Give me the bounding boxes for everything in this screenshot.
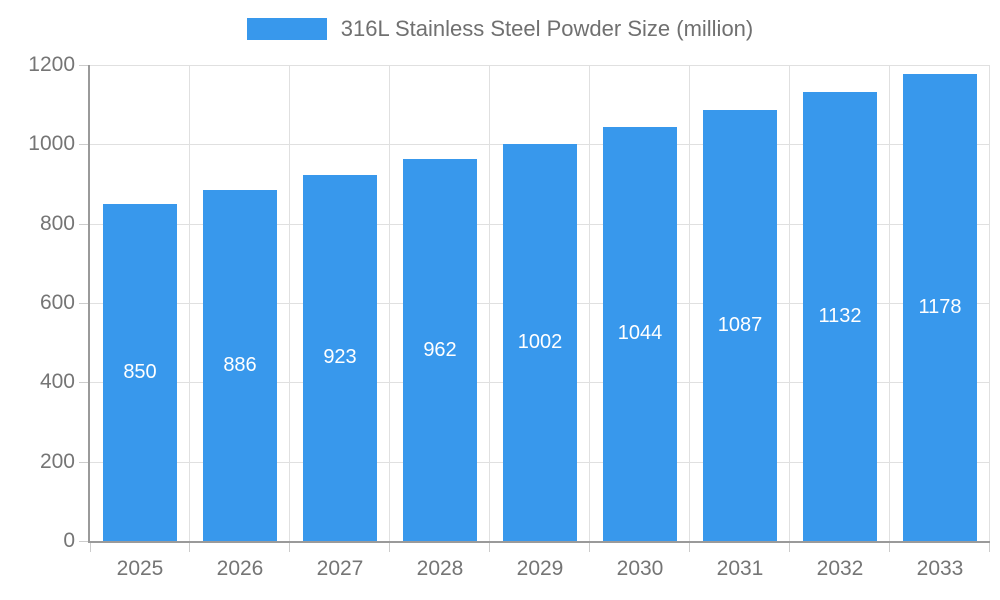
x-gridline <box>589 65 590 541</box>
y-axis-tick-label: 1000 <box>28 132 75 156</box>
bar-value-label: 923 <box>323 346 357 369</box>
x-tick-mark <box>389 543 390 552</box>
x-axis-tick-label: 2031 <box>716 557 764 580</box>
bar[interactable]: 923 <box>303 174 377 541</box>
x-tick-mark <box>189 543 190 552</box>
bar[interactable]: 1002 <box>503 143 577 541</box>
x-gridline <box>789 65 790 541</box>
x-tick-mark <box>90 543 91 552</box>
y-axis-tick-label: 0 <box>63 529 75 552</box>
legend-swatch <box>246 18 327 40</box>
legend[interactable]: 316L Stainless Steel Powder Size (millio… <box>0 16 1000 42</box>
x-tick-mark <box>889 543 890 552</box>
bar[interactable]: 1178 <box>903 73 977 541</box>
bar-value-label: 962 <box>423 338 457 361</box>
y-tick-mark <box>79 461 88 463</box>
bar-value-label: 850 <box>123 360 157 383</box>
x-gridline <box>489 65 490 541</box>
x-axis-tick-label: 2027 <box>316 557 364 580</box>
bar-value-label: 1087 <box>717 313 763 336</box>
x-tick-mark <box>489 543 490 552</box>
x-gridline <box>389 65 390 541</box>
x-gridline <box>989 65 990 541</box>
bar[interactable]: 850 <box>103 203 177 541</box>
bar[interactable]: 1044 <box>603 126 677 541</box>
bar[interactable]: 886 <box>203 189 277 541</box>
x-axis-tick-label: 2025 <box>116 557 164 580</box>
y-tick-mark <box>79 144 88 146</box>
x-gridline <box>289 65 290 541</box>
bar-value-label: 1044 <box>617 322 663 345</box>
y-axis-tick-label: 400 <box>39 370 75 394</box>
y-axis-tick-label: 200 <box>39 449 75 473</box>
bar-value-label: 1002 <box>517 330 563 353</box>
y-gridline <box>90 65 990 66</box>
x-axis-tick-label: 2032 <box>816 557 864 580</box>
y-axis-tick-label: 600 <box>39 291 75 314</box>
bar[interactable]: 962 <box>403 159 477 541</box>
x-axis-tick-label: 2028 <box>416 557 464 580</box>
bar-value-label: 1132 <box>818 304 862 327</box>
y-tick-mark <box>79 65 88 66</box>
bar-value-label: 886 <box>223 353 257 376</box>
x-gridline <box>689 65 690 541</box>
x-tick-mark <box>689 543 690 552</box>
bar-value-label: 1178 <box>918 295 962 318</box>
y-tick-mark <box>79 541 88 542</box>
x-gridline <box>889 65 890 541</box>
y-tick-mark <box>79 382 88 384</box>
y-tick-mark <box>79 223 88 225</box>
y-axis-tick-label: 1200 <box>28 53 75 76</box>
x-tick-mark <box>789 543 790 552</box>
x-axis-tick-label: 2030 <box>616 557 664 580</box>
x-tick-mark <box>289 543 290 552</box>
x-tick-mark <box>589 543 590 552</box>
x-tick-mark <box>989 543 990 552</box>
bar[interactable]: 1132 <box>803 91 877 541</box>
x-gridline <box>189 65 190 541</box>
bar[interactable]: 1087 <box>703 109 777 541</box>
legend-label: 316L Stainless Steel Powder Size (millio… <box>340 16 754 41</box>
plot-area: 0 200 400 600 800 1000 1200 2025 2026 2027 2028 202… <box>28 53 990 580</box>
y-axis-tick-label: 800 <box>39 211 75 235</box>
x-axis-tick-label: 2029 <box>516 557 564 580</box>
x-axis-tick-label: 2033 <box>916 557 964 580</box>
y-tick-mark <box>79 303 88 304</box>
x-axis-tick-label: 2026 <box>216 557 264 580</box>
